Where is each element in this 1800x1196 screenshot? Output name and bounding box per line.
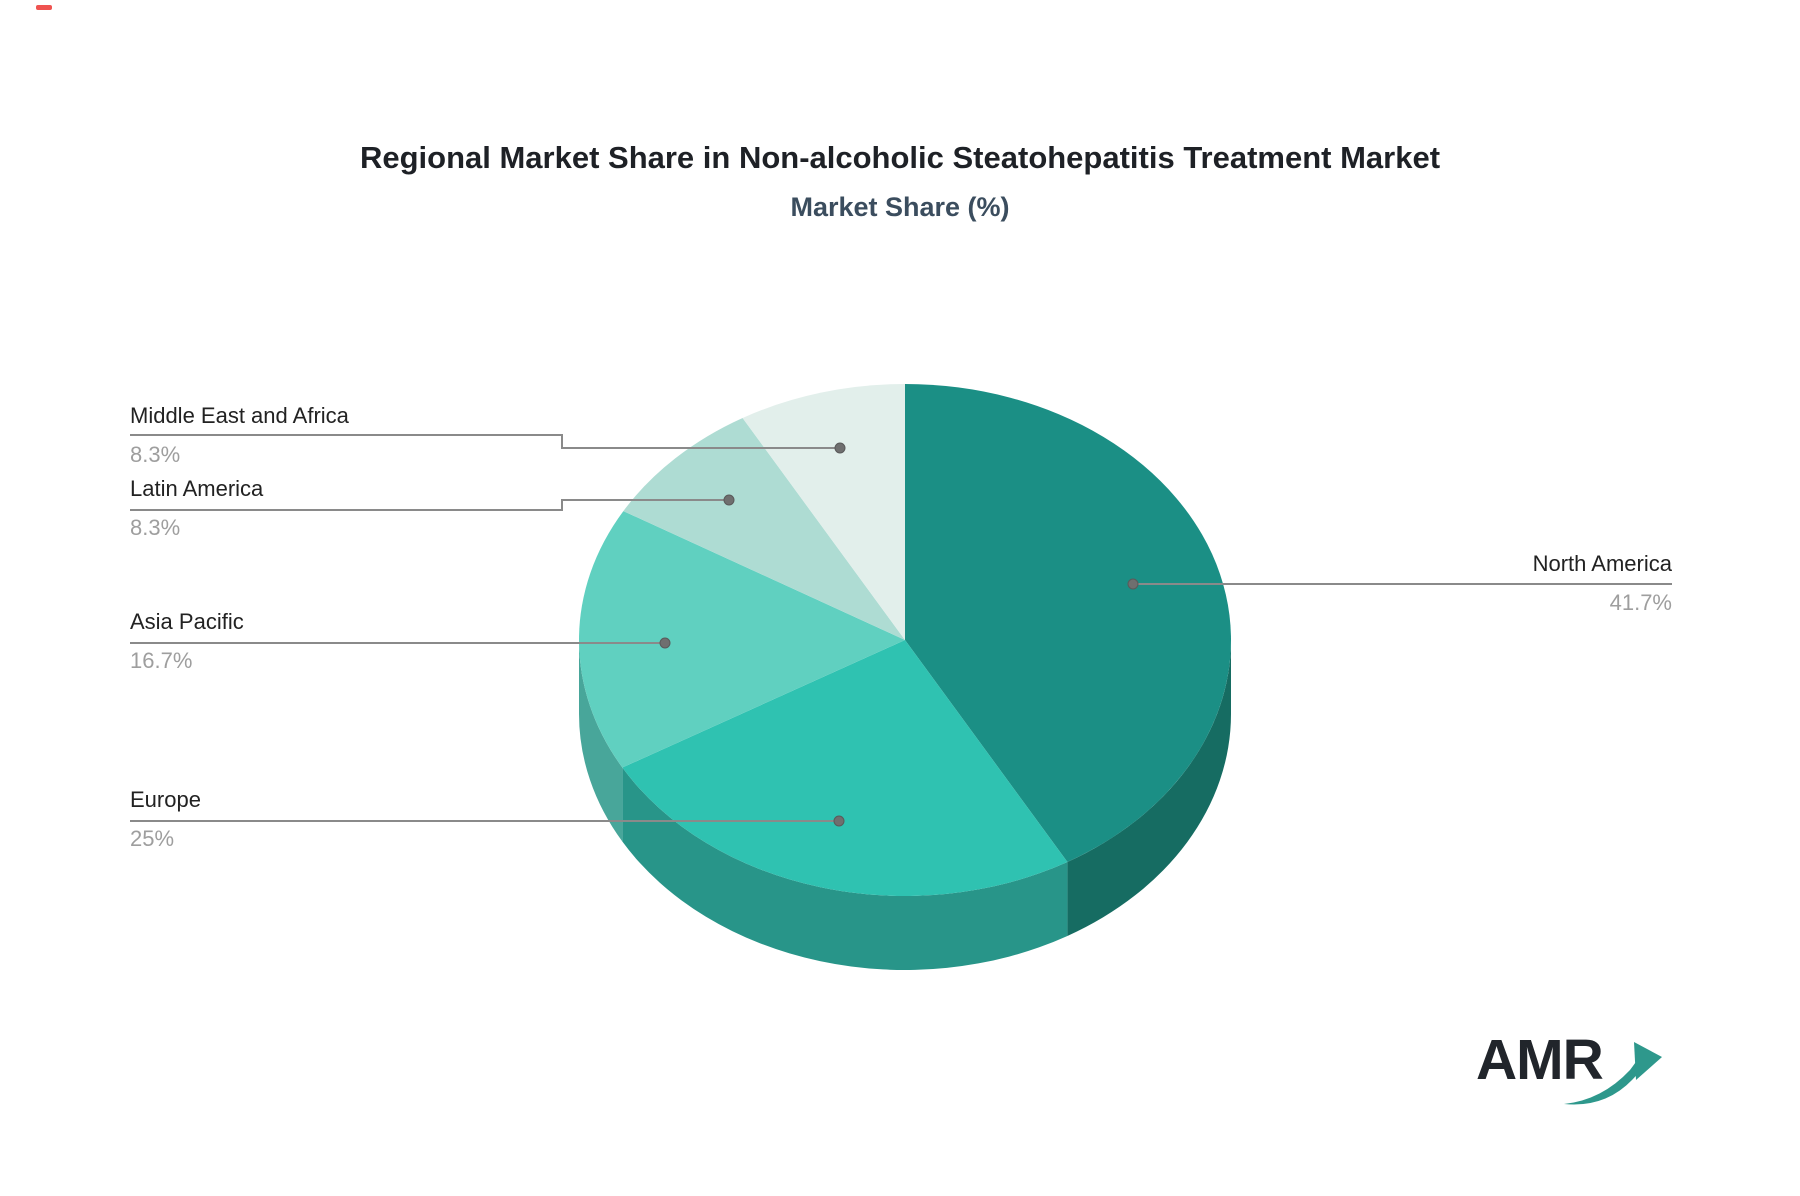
label-block-latin-america: Latin America 8.3% bbox=[130, 476, 263, 541]
chart-subtitle: Market Share (%) bbox=[790, 192, 1010, 222]
segment-value: 16.7% bbox=[130, 648, 193, 673]
pie-side-asia-pacific bbox=[579, 640, 623, 842]
segment-label: Asia Pacific bbox=[130, 609, 244, 634]
label-block-north-america: North America 41.7% bbox=[1272, 551, 1672, 616]
segment-value: 8.3% bbox=[130, 442, 181, 467]
label-block-europe: Europe 25% bbox=[130, 787, 201, 852]
label-block-middle-east-and-africa: Middle East and Africa 8.3% bbox=[130, 403, 349, 468]
leader-dot-latin-america bbox=[723, 494, 735, 506]
leader-line-latin-america bbox=[130, 499, 729, 511]
segment-value: 41.7% bbox=[1609, 590, 1672, 615]
leader-dot-europe bbox=[833, 815, 845, 827]
pie-side-north-america bbox=[1067, 640, 1231, 936]
segment-label: Middle East and Africa bbox=[130, 403, 349, 428]
pie-slice-asia-pacific bbox=[579, 511, 905, 768]
segment-value: 25% bbox=[130, 826, 175, 851]
leader-dot-north-america bbox=[1127, 578, 1139, 590]
pie-slice-north-america bbox=[905, 384, 1231, 862]
chart-title: Regional Market Share in Non-alcoholic S… bbox=[359, 140, 1441, 175]
growth-arrow-icon bbox=[1564, 1042, 1662, 1105]
amr-logo: AMR bbox=[1476, 1030, 1716, 1120]
pie-slice-europe bbox=[622, 640, 1068, 896]
label-block-asia-pacific: Asia Pacific 16.7% bbox=[130, 609, 244, 674]
segment-label: Europe bbox=[130, 787, 201, 812]
segment-label: North America bbox=[1532, 551, 1672, 576]
screen-artifact-dot bbox=[36, 5, 52, 10]
segment-label: Latin America bbox=[130, 476, 264, 501]
pie-side-europe bbox=[622, 767, 1068, 970]
amr-logo-text: AMR bbox=[1476, 1028, 1604, 1092]
leader-dot-middle-east-and-africa bbox=[834, 442, 846, 454]
leader-dot-asia-pacific bbox=[659, 637, 671, 649]
leader-line-middle-east-and-africa bbox=[130, 434, 840, 449]
segment-value: 8.3% bbox=[130, 515, 181, 540]
pie-slice-latin-america bbox=[623, 418, 905, 640]
